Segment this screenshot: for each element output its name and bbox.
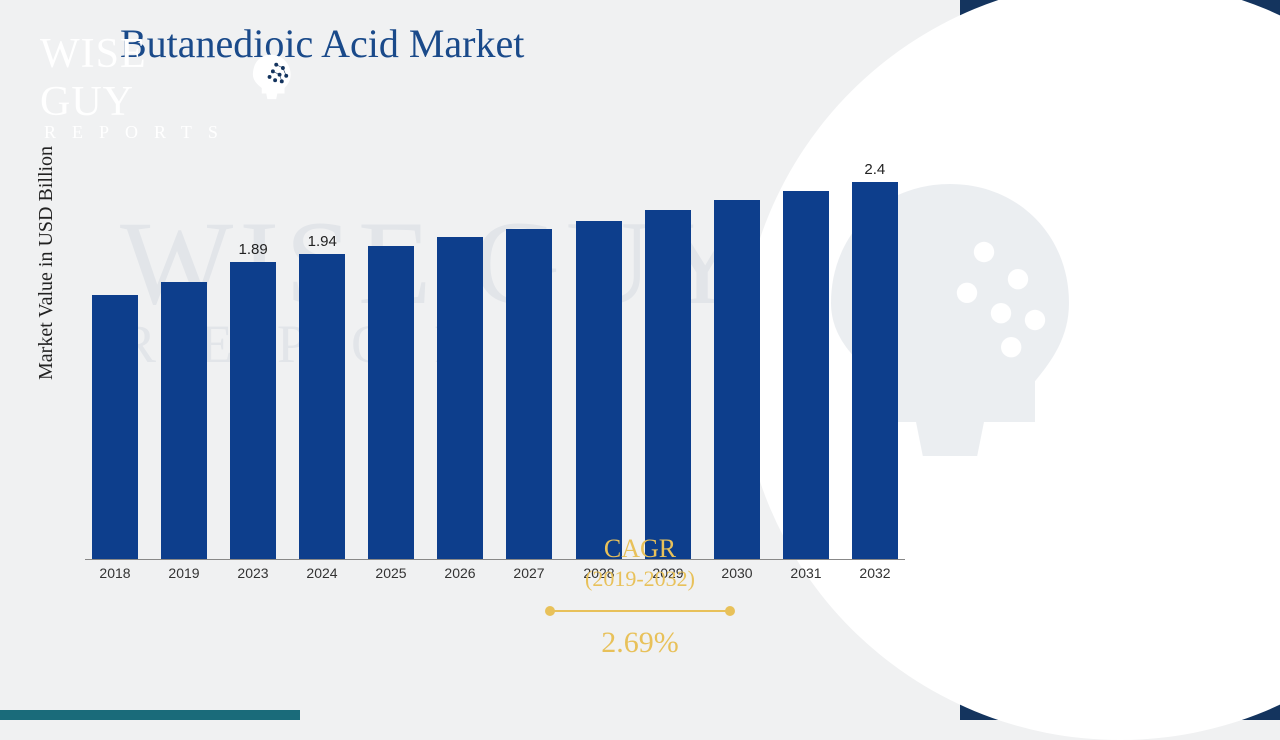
bar [645, 210, 691, 560]
bottom-accent-strip [0, 710, 300, 720]
cagr-divider [550, 610, 730, 612]
bar-x-label: 2031 [776, 565, 836, 581]
logo-main-text: WISE GUY [40, 30, 236, 126]
bar [437, 237, 483, 560]
bar [230, 262, 276, 560]
bar [299, 254, 345, 560]
bar-x-label: 2018 [85, 565, 145, 581]
bar-group [499, 208, 559, 560]
bar-group [361, 225, 421, 560]
bar [368, 246, 414, 560]
y-axis-label: Market Value in USD Billion [35, 146, 58, 380]
bar-x-label: 2023 [223, 565, 283, 581]
logo-sub-text: REPORTS [44, 122, 300, 143]
brand-logo: WISE GUY REPORTS [40, 30, 300, 143]
bar-group: 1.94 [292, 233, 352, 560]
bars-container: 1.89 1.94 2.4 [85, 150, 905, 560]
bar [852, 182, 898, 560]
bar-group [569, 200, 629, 560]
bar [714, 200, 760, 560]
cagr-value: 2.69% [510, 626, 770, 660]
bar [92, 295, 138, 560]
bar-group [154, 261, 214, 560]
cagr-range: (2019-2032) [510, 566, 770, 592]
x-axis-line [85, 559, 905, 560]
bar [506, 229, 552, 560]
bar-value-label: 2.4 [864, 161, 885, 179]
bar-value-label: 1.94 [308, 233, 337, 251]
bar-x-label: 2019 [154, 565, 214, 581]
bar [783, 191, 829, 560]
bar-x-label: 2025 [361, 565, 421, 581]
bar [576, 221, 622, 560]
bar-group [430, 216, 490, 560]
bar-group [85, 274, 145, 560]
bar-group: 1.89 [223, 241, 283, 560]
bar-chart: 1.891.942.4 2018201920232024202520262027… [85, 150, 905, 590]
cagr-block: CAGR (2019-2032) 2.69% [510, 534, 770, 660]
bar-group: 2.4 [845, 161, 905, 560]
cagr-title: CAGR [510, 534, 770, 564]
bar-group [707, 179, 767, 560]
logo-main-row: WISE GUY [40, 30, 300, 126]
bar-x-label: 2032 [845, 565, 905, 581]
bar-x-label: 2026 [430, 565, 490, 581]
bar-group [776, 170, 836, 560]
bar-value-label: 1.89 [239, 241, 268, 259]
logo-head-icon [244, 48, 300, 108]
bar [161, 282, 207, 560]
bar-group [638, 189, 698, 560]
bar-x-label: 2024 [292, 565, 352, 581]
